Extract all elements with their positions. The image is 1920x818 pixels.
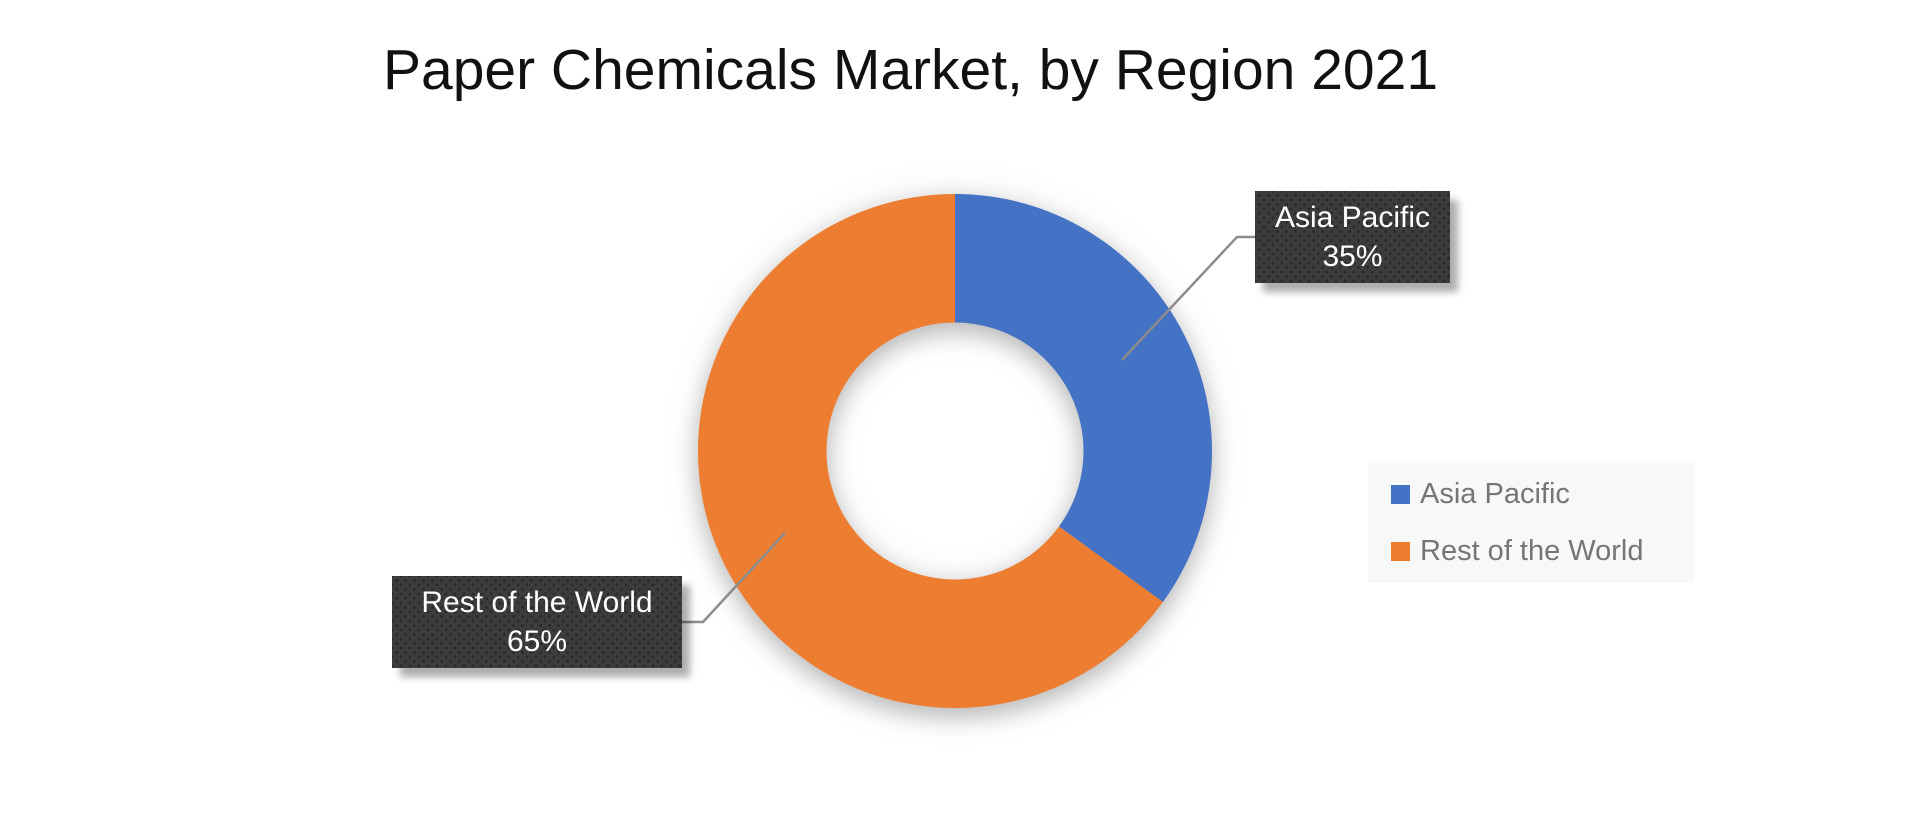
- legend-item-rest-of-the-world: Rest of the World: [1391, 535, 1694, 568]
- legend-label-rest-of-the-world: Rest of the World: [1420, 535, 1644, 567]
- data-label-rest-of-the-world: Rest of the World 65%: [392, 576, 682, 668]
- chart-title: Paper Chemicals Market, by Region 2021: [382, 38, 1439, 102]
- donut-segment-asia-pacific: [955, 194, 1213, 603]
- legend-swatch-rest-of-the-world: [1391, 542, 1410, 561]
- data-label-category: Asia Pacific: [1274, 201, 1431, 234]
- legend-item-asia-pacific: Asia Pacific: [1391, 478, 1694, 511]
- data-label-value: 35%: [1322, 240, 1383, 273]
- leader-line-rest-of-the-world: [682, 532, 786, 624]
- donut-segment-rest-of-the-world: [698, 194, 1163, 708]
- data-label-category: Rest of the World: [421, 586, 653, 619]
- data-label-asia-pacific: Asia Pacific 35%: [1255, 191, 1450, 283]
- leader-line-asia-pacific: [1121, 235, 1255, 361]
- legend: Asia Pacific Rest of the World: [1368, 463, 1694, 583]
- legend-swatch-asia-pacific: [1391, 485, 1410, 504]
- donut-ring: [698, 194, 1213, 708]
- legend-label-asia-pacific: Asia Pacific: [1420, 478, 1570, 510]
- data-label-value: 65%: [506, 625, 568, 658]
